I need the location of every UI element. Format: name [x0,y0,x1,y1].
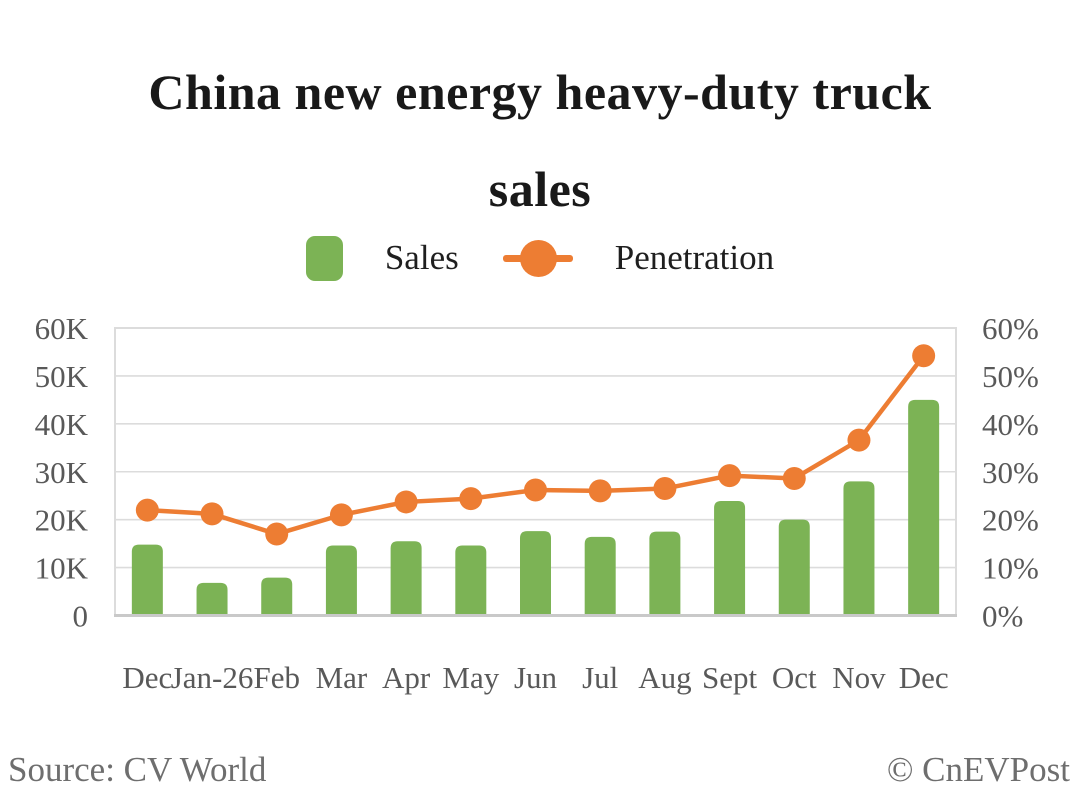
x-axis-label: Apr [382,660,431,695]
x-axis-label: Jan-26 [171,660,254,695]
combo-chart: 0 10K 20K 30K 40K 50K 60K 0% 10% 20% 30% 40% 50% 60% D… [0,290,1080,725]
sales-bar [325,545,357,616]
page-title-line1: China new energy heavy-duty truck [148,63,932,120]
penetration-dot-glyph [519,239,557,277]
x-axis-label: Oct [772,660,817,695]
penetration-point [718,464,742,488]
penetration-point [588,479,612,503]
x-axis-label: Sept [702,660,758,695]
penetration-point [653,477,677,501]
x-axis-label: Jul [582,660,618,695]
penetration-marker-icon [502,236,573,281]
sales-bar [261,577,293,616]
x-axis-label: Nov [832,660,886,695]
y-axis-label-right: 0% [982,599,1023,634]
y-axis-label-left: 0 [73,599,89,634]
x-axis-label: Jun [514,660,558,695]
penetration-point [459,487,483,511]
sales-bar [843,481,875,616]
sales-bar [908,399,940,616]
sales-bar [131,544,163,616]
x-axis-label: Dec [122,660,172,695]
y-axis-label-left: 40K [35,407,89,442]
penetration-line [145,353,926,537]
credit-label: © CnEVPost [886,750,1070,789]
penetration-point [524,478,547,502]
sales-bar [390,541,422,616]
sales-bar [714,500,746,616]
sales-bar [196,582,228,616]
y-axis-label-right: 10% [982,551,1039,586]
penetration-point [135,498,159,522]
y-axis-label-right: 20% [982,503,1039,538]
legend-penetration-label: Penetration [614,238,775,277]
penetration-point [912,344,936,368]
penetration-point [265,522,289,546]
x-axis-label: May [442,660,499,695]
y-axis-label-left: 60K [35,311,89,346]
x-axis-label: Mar [316,660,368,695]
legend-item-penetration: Penetration [502,236,775,281]
sales-bar [649,531,681,616]
y-axis-label-left: 50K [35,359,89,394]
penetration-point [847,428,871,452]
y-axis-label-right: 30% [982,455,1039,490]
page-title: China new energy heavy-duty truck sales [40,44,1040,239]
y-axis-label-left: 20K [35,503,89,538]
sales-bar [455,545,487,616]
penetration-point [200,502,224,526]
x-axis-label: Aug [638,660,691,695]
chart-svg: 0 10K 20K 30K 40K 50K 60K 0% 10% 20% 30% 40% 50% 60% D… [35,311,1039,695]
legend-sales-label: Sales [384,238,459,277]
legend-item-sales: Sales [305,235,459,281]
sales-bar [584,536,616,616]
y-axis-label-right: 40% [982,407,1039,442]
footer: Source: CV World © CnEVPost [8,750,1070,790]
chart-legend: Sales Penetration [0,228,1080,288]
y-axis-label-left: 10K [35,551,89,586]
sales-swatch-icon [305,235,343,281]
sales-bar [778,519,810,616]
page-title-line2: sales [488,161,592,217]
penetration-point [782,466,806,490]
penetration-point [329,503,353,527]
x-axis-label: Feb [253,660,300,695]
y-axis-label-left: 30K [35,455,89,490]
penetration-point [394,490,418,514]
source-label: Source: CV World [8,750,267,789]
y-axis-label-right: 60% [982,311,1039,346]
x-axis-label: Dec [899,660,949,695]
y-axis-label-right: 50% [982,359,1039,394]
sales-bar [520,531,551,616]
